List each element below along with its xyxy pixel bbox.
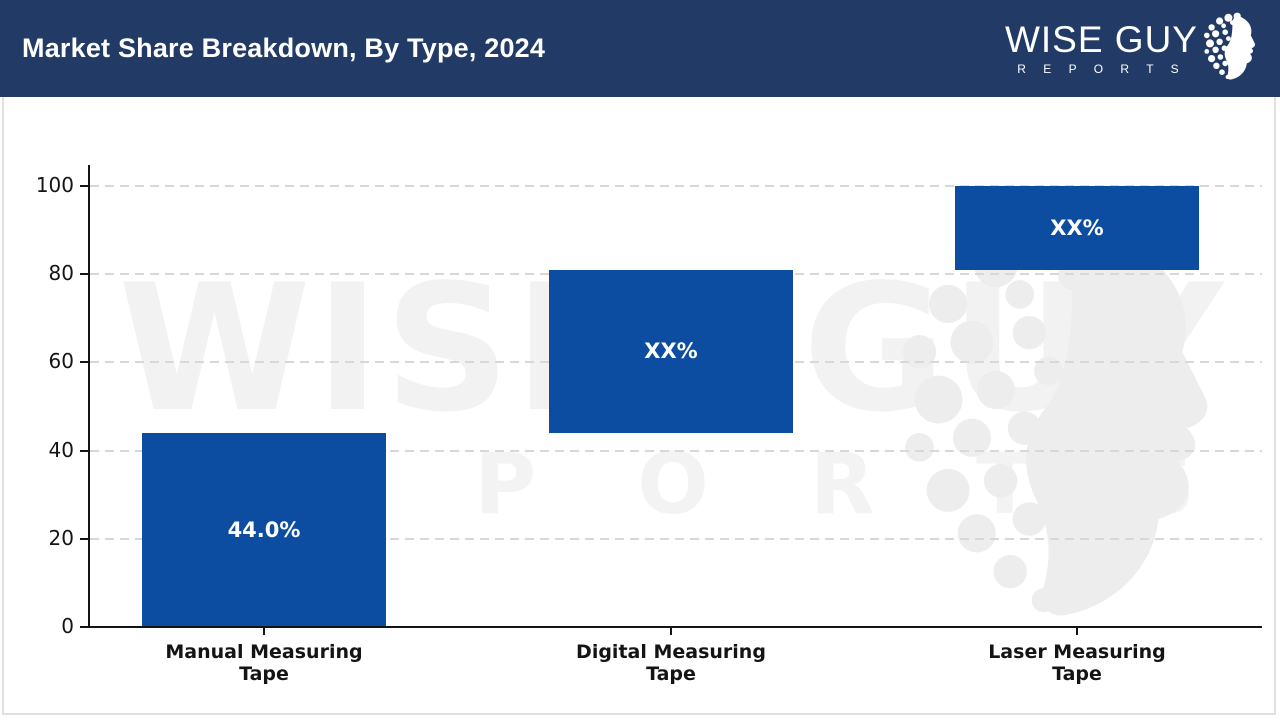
- bar-2: XX%: [549, 269, 793, 433]
- bar-value-label: XX%: [1050, 215, 1104, 240]
- brand-name: WISE GUY: [1004, 19, 1198, 60]
- x-category-label-line: Tape: [1052, 663, 1102, 685]
- header-band: Market Share Breakdown, By Type, 2024 WI…: [0, 0, 1280, 97]
- x-category-label-line: Tape: [239, 663, 289, 685]
- x-category-label-line: Manual Measuring: [165, 641, 363, 663]
- x-category-label-line: Tape: [646, 663, 696, 685]
- y-tick-label: 20: [48, 525, 74, 550]
- brand-subtitle: R E P O R T S: [1017, 62, 1186, 76]
- y-tick-mark: [80, 273, 90, 276]
- x-category-label-line: Digital Measuring: [576, 641, 766, 663]
- gridline-y-20: [90, 537, 1262, 540]
- gridline-y-100: [90, 185, 1262, 187]
- y-tick-mark: [80, 537, 90, 540]
- x-category-label-line: Laser Measuring: [988, 641, 1166, 663]
- bar-value-label: XX%: [644, 339, 698, 364]
- x-category-label: Digital Measuring Tape: [511, 641, 831, 685]
- bar-3: XX%: [955, 186, 1199, 270]
- y-tick-label: 60: [48, 349, 74, 374]
- y-tick-mark: [80, 361, 90, 364]
- x-category-label: Manual Measuring Tape: [104, 641, 424, 685]
- y-tick-mark: [80, 185, 90, 187]
- y-tick-mark: [80, 626, 90, 628]
- y-tick-label: 40: [48, 437, 74, 462]
- y-tick-label: 0: [61, 614, 74, 638]
- x-category-label: Laser Measuring Tape: [917, 641, 1237, 685]
- y-tick-label: 80: [48, 261, 74, 286]
- brand-logo: WISE GUY R E P O R T S: [1005, 12, 1258, 86]
- bar-1: 44.0%: [142, 432, 386, 627]
- y-tick-label: 100: [35, 173, 74, 197]
- brand-logo-text: WISE GUY R E P O R T S: [1005, 21, 1198, 76]
- x-tick-mark: [1076, 627, 1078, 635]
- y-axis-line: [88, 165, 90, 627]
- brand-face-icon: [1204, 12, 1256, 80]
- bar-value-label: 44.0%: [227, 517, 301, 542]
- x-tick-mark: [670, 627, 672, 635]
- page-title: Market Share Breakdown, By Type, 2024: [22, 33, 546, 63]
- gridline-y-40: [90, 449, 1262, 452]
- x-axis-line: [88, 626, 1262, 628]
- y-tick-mark: [80, 449, 90, 452]
- x-tick-mark: [263, 627, 265, 635]
